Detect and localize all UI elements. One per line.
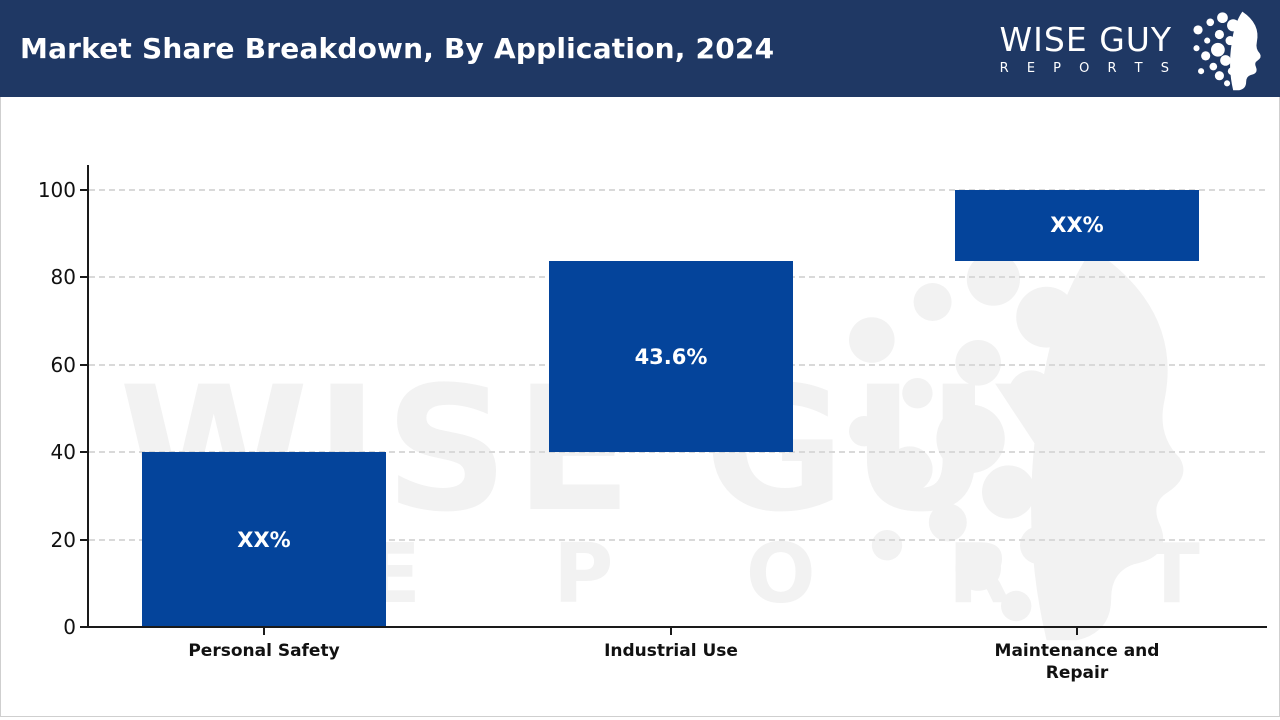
y-tick-mark bbox=[80, 276, 88, 278]
x-label-personal-safety: Personal Safety bbox=[188, 641, 340, 661]
y-tick-label: 0 bbox=[63, 615, 76, 639]
y-tick-label: 40 bbox=[50, 440, 76, 464]
y-tick-mark bbox=[80, 538, 88, 541]
y-tick-label: 60 bbox=[50, 352, 76, 377]
y-tick-label: 80 bbox=[50, 265, 76, 289]
y-tick-label: 20 bbox=[50, 527, 76, 552]
watermark-head-icon bbox=[849, 248, 1184, 641]
bar-personal-safety: XX% bbox=[142, 452, 386, 627]
page-title: Market Share Breakdown, By Application, … bbox=[20, 32, 775, 65]
x-tick-mark bbox=[670, 628, 672, 635]
x-label-maintenance-and-repair: Maintenance and Repair bbox=[994, 641, 1160, 683]
y-tick-mark bbox=[80, 363, 88, 366]
x-axis-line bbox=[87, 626, 1267, 628]
x-label-industrial-use: Industrial Use bbox=[604, 641, 738, 661]
y-tick-mark bbox=[80, 451, 88, 453]
gridline-20 bbox=[89, 538, 1265, 541]
y-tick-label: 100 bbox=[37, 177, 76, 202]
logo-head-icon bbox=[1193, 11, 1261, 90]
y-axis-line bbox=[87, 165, 89, 627]
y-tick-mark bbox=[80, 188, 88, 191]
gridline-40 bbox=[89, 451, 1265, 453]
logo-subtitle: R E P O R T S bbox=[999, 60, 1176, 76]
bar-value-label: XX% bbox=[237, 527, 291, 552]
x-tick-mark bbox=[1076, 628, 1078, 635]
gridline-100 bbox=[89, 188, 1265, 191]
bar-value-label: XX% bbox=[1050, 213, 1104, 238]
logo-text: WISE GUY R E P O R T S bbox=[996, 23, 1176, 75]
header-banner: Market Share Breakdown, By Application, … bbox=[0, 0, 1280, 97]
wise-guy-reports-logo: WISE GUY R E P O R T S bbox=[996, 7, 1280, 91]
bar-maintenance-and-repair: XX% bbox=[955, 189, 1199, 262]
bar-industrial-use: 43.6% bbox=[549, 261, 793, 452]
y-tick-mark bbox=[80, 626, 88, 628]
x-tick-mark bbox=[263, 628, 265, 635]
bar-value-label: 43.6% bbox=[634, 344, 708, 369]
logo-wordmark: WISE GUY bbox=[999, 19, 1173, 59]
